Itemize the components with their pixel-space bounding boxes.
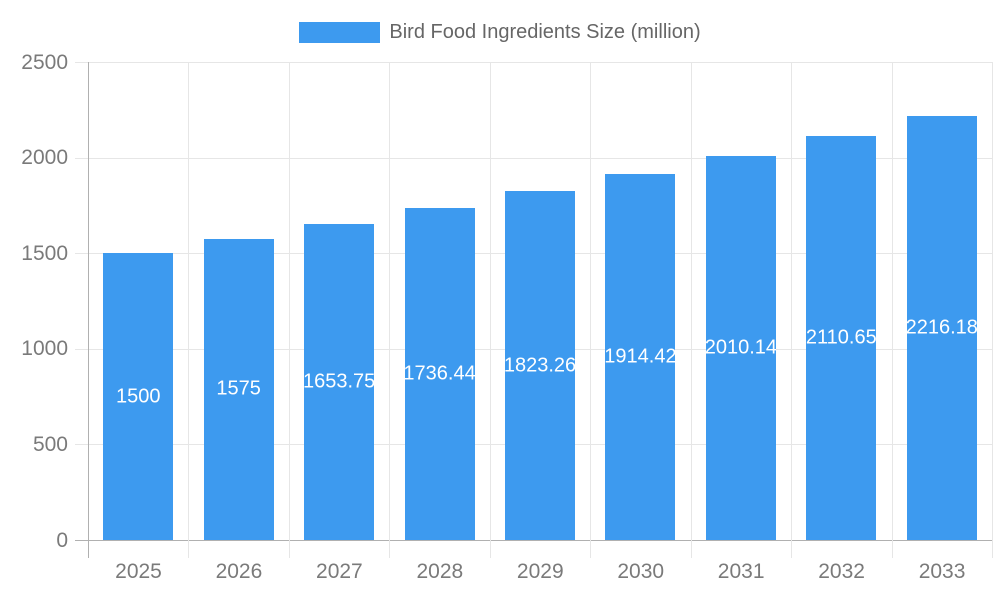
- bar-value-label: 1823.26: [505, 354, 575, 377]
- x-axis-tick-label: 2030: [617, 560, 665, 583]
- y-axis-tick-label: 2500: [21, 50, 68, 74]
- grid-line-vertical: [288, 62, 290, 558]
- x-axis-line: [75, 540, 992, 541]
- grid-line-vertical: [188, 62, 190, 558]
- legend-item[interactable]: Bird Food Ingredients Size (million): [0, 21, 1000, 43]
- y-axis-tick-label: 500: [32, 432, 68, 456]
- grid-line-horizontal: [75, 157, 992, 159]
- bar-value-label: 2216.18: [906, 316, 977, 339]
- legend-label: Bird Food Ingredients Size (million): [389, 20, 701, 43]
- grid-line-vertical: [590, 62, 592, 558]
- grid-line-vertical: [489, 62, 491, 558]
- y-axis-tick-label: 1000: [21, 337, 68, 361]
- bar-2032: 2110.65: [806, 136, 877, 540]
- bar-value-label: 1653.75: [304, 370, 375, 393]
- legend-swatch: [299, 21, 381, 43]
- bar-value-label: 1736.44: [404, 362, 475, 385]
- grid-line-vertical: [992, 62, 993, 558]
- grid-line-vertical: [389, 62, 391, 558]
- bar-value-label: 2010.14: [705, 336, 776, 359]
- bar-2030: 1914.42: [605, 173, 676, 540]
- x-axis-tick-label: 2025: [115, 560, 162, 583]
- bar-2031: 2010.14: [705, 155, 776, 540]
- grid-line-horizontal: [75, 62, 992, 63]
- x-axis-tick-label: 2026: [215, 560, 263, 583]
- y-axis-tick-label: 0: [56, 528, 68, 552]
- bar-2025: 1500: [103, 253, 174, 540]
- x-axis-tick-label: 2029: [516, 560, 564, 583]
- bar-2029: 1823.26: [505, 191, 575, 540]
- grid-line-vertical: [690, 62, 692, 558]
- y-axis-line: [88, 62, 89, 558]
- bar-value-label: 1575: [216, 377, 261, 400]
- y-axis-tick-label: 2000: [21, 146, 68, 170]
- grid-line-vertical: [791, 62, 793, 558]
- x-axis-tick-label: 2033: [918, 560, 966, 583]
- y-axis-tick-label: 1500: [21, 241, 68, 265]
- bar-2028: 1736.44: [404, 207, 475, 540]
- bar-2033: 2216.18: [906, 116, 977, 540]
- bar-2026: 1575: [203, 238, 274, 540]
- bar-value-label: 1500: [115, 385, 161, 408]
- grid-line-vertical: [891, 62, 893, 558]
- x-axis-tick-label: 2027: [316, 560, 363, 583]
- bar-2027: 1653.75: [304, 223, 375, 540]
- bar-value-label: 1914.42: [605, 345, 676, 368]
- bar-value-label: 2110.65: [806, 326, 877, 349]
- x-axis-tick-label: 2028: [416, 560, 464, 583]
- x-axis-tick-label: 2032: [818, 560, 865, 583]
- x-axis-tick-label: 2031: [717, 560, 765, 583]
